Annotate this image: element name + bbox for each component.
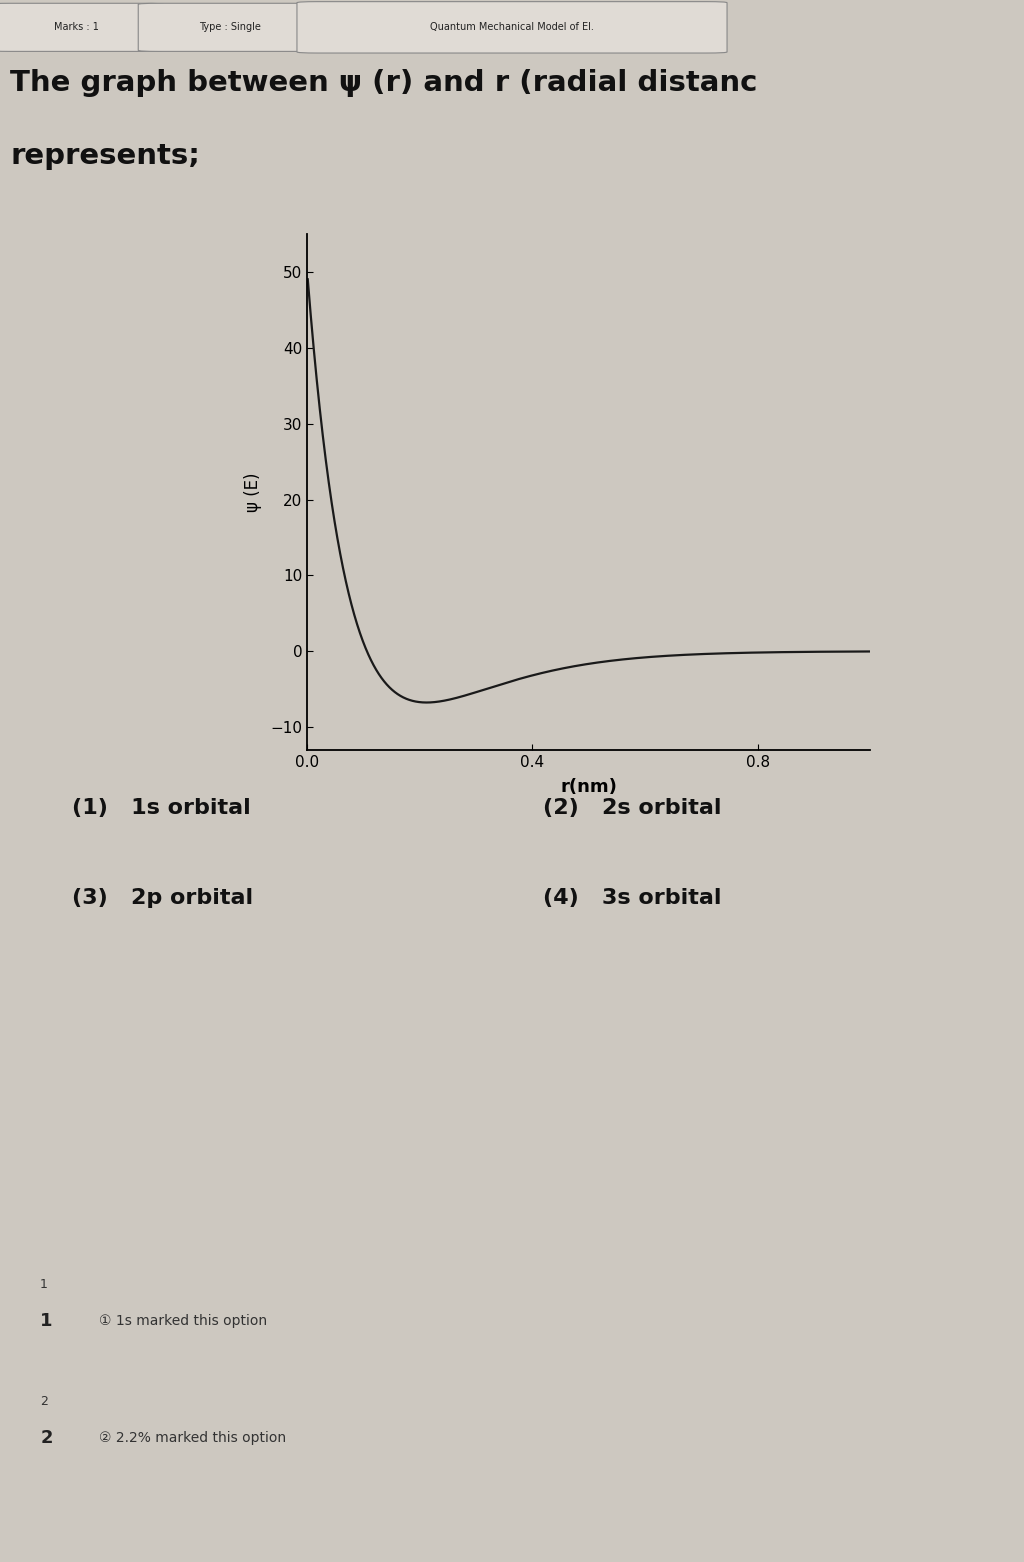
FancyBboxPatch shape [297, 2, 727, 53]
Text: represents;: represents; [10, 142, 200, 170]
Text: The graph between ψ (r) and r (radial distanc: The graph between ψ (r) and r (radial di… [10, 69, 758, 97]
Text: 1: 1 [40, 1312, 52, 1331]
Text: (4)   3s orbital: (4) 3s orbital [543, 887, 721, 908]
Text: ① 1s marked this option: ① 1s marked this option [99, 1314, 267, 1328]
Text: (1)   1s orbital: (1) 1s orbital [72, 798, 251, 818]
X-axis label: r(nm): r(nm) [560, 778, 617, 797]
Text: 2: 2 [40, 1395, 48, 1409]
Text: (2)   2s orbital: (2) 2s orbital [543, 798, 721, 818]
Text: Quantum Mechanical Model of El.: Quantum Mechanical Model of El. [430, 22, 594, 33]
Text: 1: 1 [40, 1278, 48, 1292]
Y-axis label: ψ (E): ψ (E) [244, 472, 262, 512]
Text: Type : Single: Type : Single [200, 22, 261, 33]
Text: ② 2.2% marked this option: ② 2.2% marked this option [99, 1431, 287, 1445]
FancyBboxPatch shape [138, 3, 323, 52]
Text: 2: 2 [40, 1429, 52, 1448]
Text: Marks : 1: Marks : 1 [54, 22, 99, 33]
FancyBboxPatch shape [0, 3, 164, 52]
Text: (3)   2p orbital: (3) 2p orbital [72, 887, 253, 908]
